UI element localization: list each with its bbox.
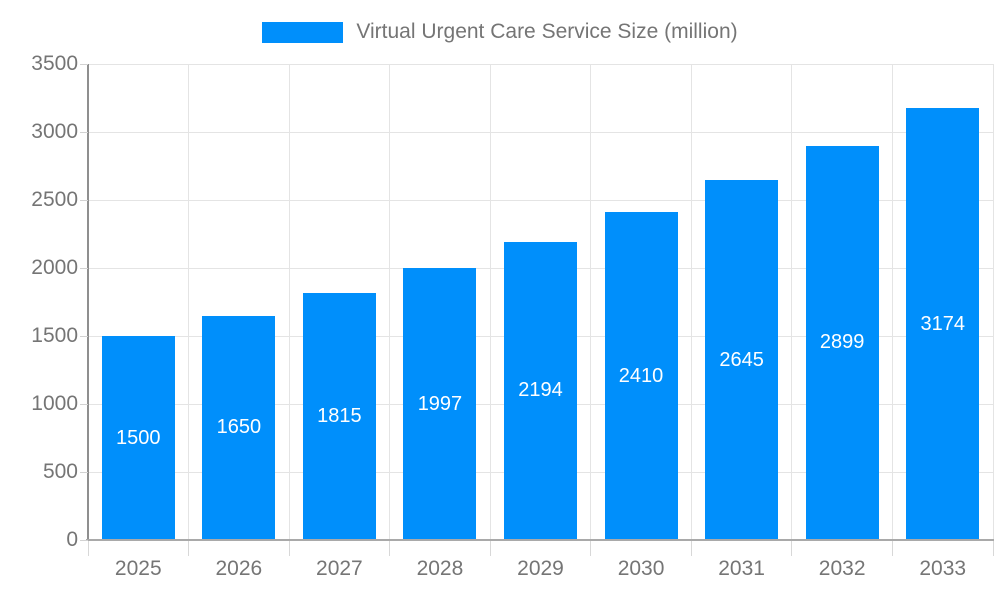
- bar-2025[interactable]: 1500: [101, 336, 175, 540]
- bar-value-label: 2899: [819, 331, 865, 354]
- y-axis-tick-label: 2000: [31, 256, 78, 279]
- plot-area: 1500 1650 1815 1997 2194 2410 2645 2899 3174: [88, 63, 994, 541]
- bar-2029[interactable]: 2194: [504, 241, 577, 540]
- y-axis-tick-label: 500: [42, 460, 78, 483]
- legend[interactable]: Virtual Urgent Care Service Size (millio…: [0, 20, 1000, 44]
- x-axis-tick: [690, 541, 692, 556]
- x-axis-tick-label: 2033: [919, 557, 967, 580]
- bar-value-label: 2194: [518, 379, 563, 402]
- x-axis-tick: [590, 541, 592, 556]
- y-gridline: [88, 199, 993, 201]
- x-axis-tick: [188, 541, 190, 556]
- bar-value-label: 1815: [317, 405, 362, 428]
- y-gridline: [88, 131, 993, 133]
- x-axis-tick: [891, 541, 893, 556]
- y-axis-line: [87, 64, 89, 541]
- x-axis-tick-label: 2030: [617, 557, 665, 580]
- x-axis-tick-label: 2025: [114, 557, 162, 580]
- x-axis-tick-label: 2029: [517, 557, 564, 580]
- y-axis-tick: [80, 404, 88, 405]
- bar-2032[interactable]: 2899: [805, 145, 879, 540]
- x-axis-tick: [288, 541, 290, 556]
- bar-2027[interactable]: 1815: [302, 293, 376, 540]
- x-gridline: [389, 64, 391, 540]
- x-axis-tick-label: 2032: [818, 557, 866, 580]
- bar-value-label: 2410: [618, 364, 664, 387]
- y-gridline: [88, 63, 993, 65]
- bar-2028[interactable]: 1997: [403, 268, 477, 540]
- bar-value-label: 2645: [719, 348, 764, 371]
- bar-2026[interactable]: 1650: [202, 315, 276, 540]
- x-gridline: [891, 64, 893, 540]
- y-axis-tick: [80, 336, 88, 337]
- x-axis-tick-label: 2028: [416, 557, 464, 580]
- x-gridline: [288, 64, 290, 540]
- x-axis-tick: [992, 541, 994, 556]
- bar-value-label: 1650: [216, 416, 262, 439]
- y-axis-tick: [80, 64, 88, 65]
- x-gridline: [791, 64, 793, 540]
- bar-2031[interactable]: 2645: [705, 180, 779, 540]
- y-axis-tick-label: 3500: [31, 52, 78, 75]
- bar-value-label: 1500: [116, 426, 161, 449]
- y-axis-tick: [80, 200, 88, 201]
- y-axis-tick: [80, 268, 88, 269]
- x-axis-line: [86, 539, 994, 541]
- y-axis-tick-label: 2500: [31, 188, 78, 211]
- y-axis-tick-label: 0: [66, 528, 78, 551]
- x-axis-tick-label: 2027: [316, 557, 363, 580]
- y-axis-tick-label: 1000: [31, 392, 78, 415]
- x-gridline: [992, 64, 994, 540]
- x-axis-tick-label: 2031: [718, 557, 765, 580]
- legend-label: Virtual Urgent Care Service Size (millio…: [356, 20, 738, 43]
- y-axis-tick: [80, 540, 88, 541]
- bar-2030[interactable]: 2410: [604, 212, 678, 540]
- y-axis-tick-label: 3000: [31, 120, 78, 143]
- x-axis-tick: [389, 541, 391, 556]
- bar-2033[interactable]: 3174: [906, 108, 980, 540]
- y-axis-tick: [80, 132, 88, 133]
- x-gridline: [690, 64, 692, 540]
- x-gridline: [188, 64, 190, 540]
- x-axis-tick: [87, 541, 89, 556]
- x-gridline: [590, 64, 592, 540]
- x-axis-tick-label: 2026: [215, 557, 263, 580]
- bar-value-label: 3174: [920, 312, 965, 335]
- bar-value-label: 1997: [417, 392, 463, 415]
- x-gridline: [489, 64, 491, 540]
- legend-swatch: [262, 21, 344, 43]
- x-axis-tick: [489, 541, 491, 556]
- y-axis-tick-label: 1500: [31, 324, 78, 347]
- y-axis-tick: [80, 472, 88, 473]
- x-axis-tick: [791, 541, 793, 556]
